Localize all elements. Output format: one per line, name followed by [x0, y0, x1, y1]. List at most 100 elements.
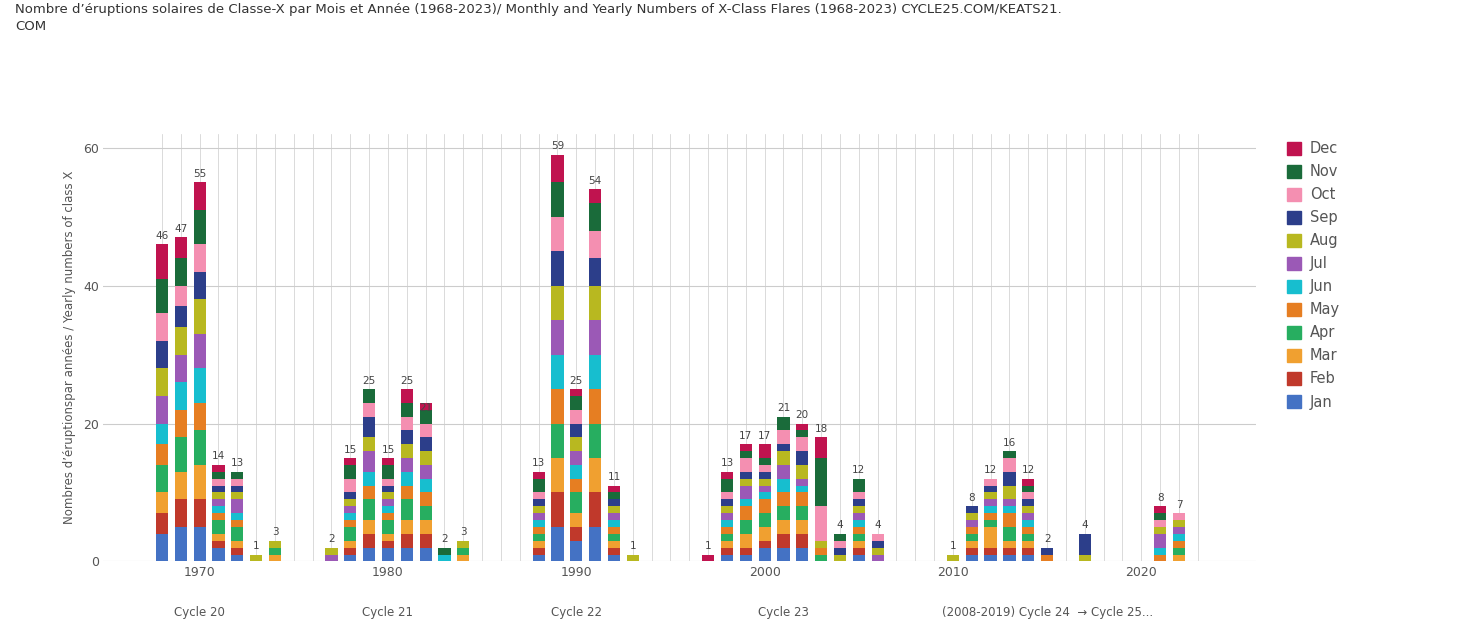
- Bar: [420, 451, 432, 465]
- Bar: [420, 547, 432, 561]
- Bar: [1174, 541, 1185, 547]
- Bar: [364, 520, 375, 534]
- Bar: [174, 306, 186, 327]
- Bar: [532, 520, 545, 527]
- Bar: [457, 541, 470, 547]
- Bar: [984, 493, 996, 500]
- Bar: [1023, 534, 1035, 541]
- Bar: [551, 217, 563, 251]
- Bar: [797, 547, 808, 561]
- Bar: [1023, 486, 1035, 493]
- Bar: [814, 437, 828, 458]
- Bar: [231, 554, 244, 561]
- Bar: [607, 534, 621, 541]
- Bar: [213, 513, 225, 520]
- Bar: [344, 507, 356, 513]
- Bar: [607, 500, 621, 507]
- Bar: [571, 437, 582, 451]
- Text: 25: 25: [362, 376, 375, 385]
- Bar: [571, 424, 582, 437]
- Bar: [1154, 527, 1166, 534]
- Bar: [381, 513, 395, 520]
- Bar: [381, 486, 395, 493]
- Bar: [984, 554, 996, 561]
- Bar: [607, 507, 621, 513]
- Bar: [1079, 534, 1091, 554]
- Bar: [571, 478, 582, 493]
- Bar: [607, 513, 621, 520]
- Bar: [965, 541, 978, 547]
- Bar: [965, 547, 978, 554]
- Bar: [364, 389, 375, 403]
- Bar: [1004, 547, 1015, 554]
- Bar: [1004, 507, 1015, 513]
- Bar: [420, 534, 432, 547]
- Text: 12: 12: [984, 465, 998, 475]
- Bar: [532, 541, 545, 547]
- Bar: [853, 547, 865, 554]
- Bar: [965, 534, 978, 541]
- Bar: [532, 534, 545, 541]
- Bar: [213, 547, 225, 561]
- Bar: [401, 431, 412, 444]
- Bar: [401, 444, 412, 458]
- Bar: [1154, 534, 1166, 547]
- Bar: [401, 500, 412, 520]
- Bar: [1023, 554, 1035, 561]
- Text: 15: 15: [381, 445, 395, 454]
- Bar: [739, 534, 752, 547]
- Bar: [344, 500, 356, 507]
- Bar: [814, 507, 828, 541]
- Bar: [607, 520, 621, 527]
- Bar: [155, 444, 168, 465]
- Text: 8: 8: [968, 493, 975, 503]
- Bar: [721, 541, 733, 547]
- Bar: [551, 286, 563, 320]
- Bar: [551, 493, 563, 527]
- Bar: [344, 458, 356, 465]
- Text: 1: 1: [705, 541, 711, 551]
- Bar: [420, 465, 432, 478]
- Bar: [1154, 554, 1166, 561]
- Bar: [571, 493, 582, 513]
- Bar: [364, 472, 375, 486]
- Text: 17: 17: [758, 431, 772, 441]
- Text: 4: 4: [837, 521, 844, 530]
- Bar: [853, 527, 865, 534]
- Text: Cycle 20: Cycle 20: [174, 606, 225, 619]
- Bar: [231, 520, 244, 527]
- Bar: [155, 396, 168, 424]
- Bar: [853, 541, 865, 547]
- Bar: [1004, 541, 1015, 547]
- Text: 3: 3: [460, 528, 467, 537]
- Bar: [250, 554, 262, 561]
- Bar: [777, 493, 789, 507]
- Bar: [231, 527, 244, 541]
- Bar: [213, 465, 225, 472]
- Bar: [777, 478, 789, 493]
- Bar: [551, 182, 563, 217]
- Bar: [607, 486, 621, 493]
- Bar: [590, 424, 602, 458]
- Bar: [401, 403, 412, 417]
- Bar: [758, 458, 770, 465]
- Bar: [1174, 534, 1185, 541]
- Bar: [607, 547, 621, 554]
- Bar: [194, 500, 205, 527]
- Bar: [364, 534, 375, 547]
- Bar: [571, 451, 582, 465]
- Bar: [590, 320, 602, 355]
- Bar: [777, 547, 789, 561]
- Bar: [551, 251, 563, 286]
- Bar: [739, 500, 752, 507]
- Text: 16: 16: [1004, 438, 1015, 448]
- Bar: [853, 493, 865, 500]
- Bar: [590, 189, 602, 203]
- Bar: [381, 478, 395, 486]
- Bar: [739, 520, 752, 534]
- Bar: [381, 520, 395, 534]
- Bar: [155, 513, 168, 534]
- Bar: [590, 355, 602, 389]
- Bar: [965, 507, 978, 513]
- Bar: [401, 486, 412, 500]
